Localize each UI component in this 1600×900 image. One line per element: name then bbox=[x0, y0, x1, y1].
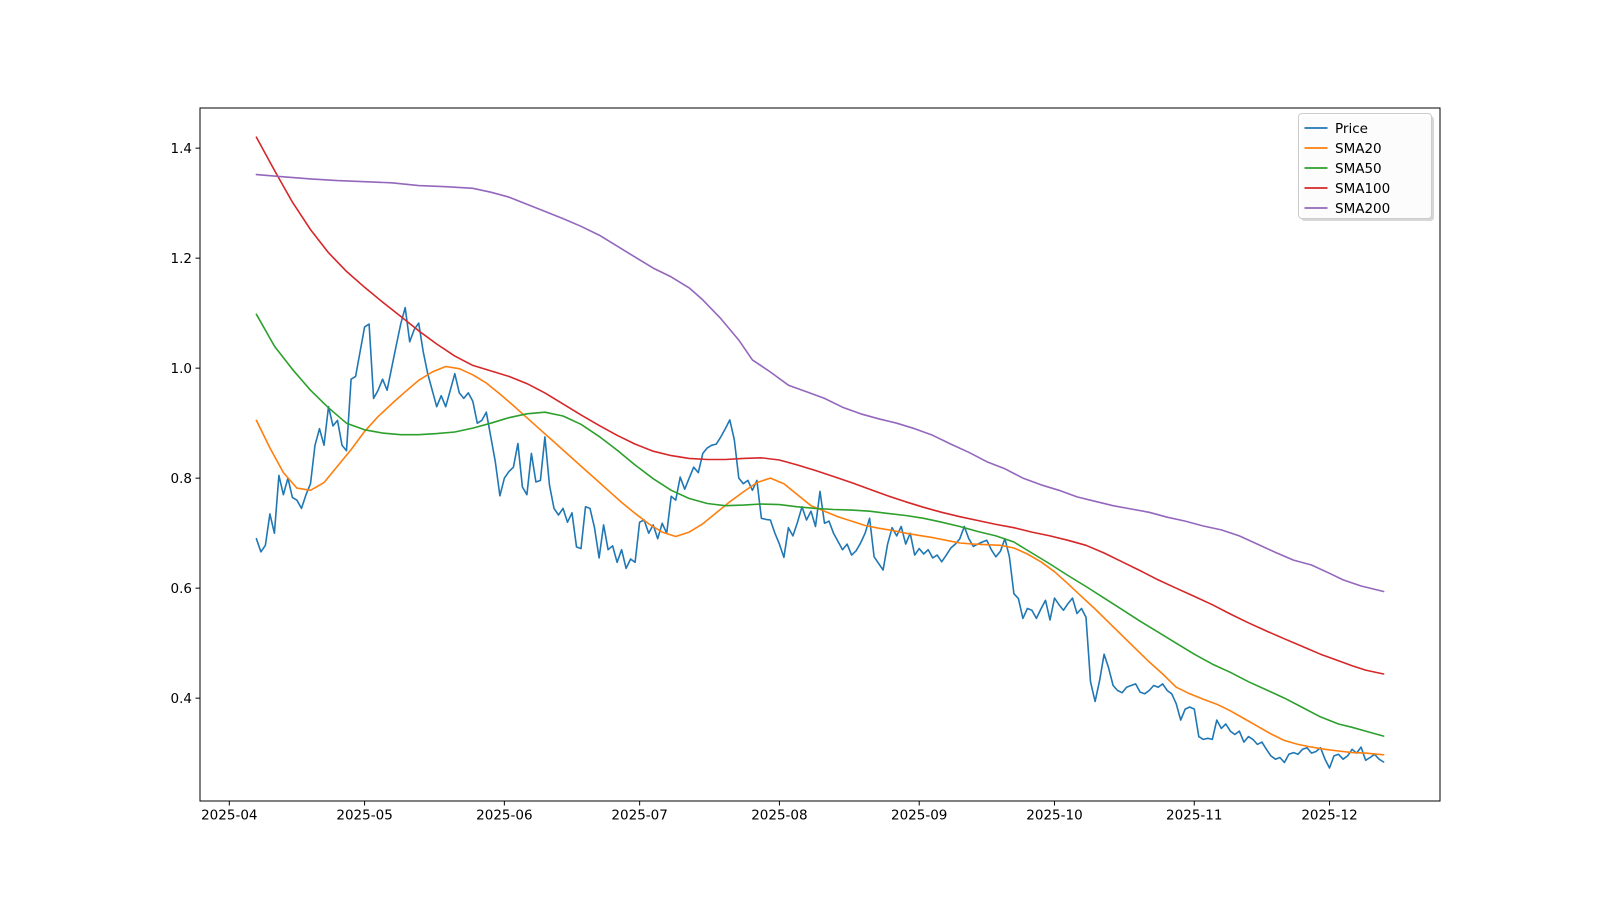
y-tick-label: 1.0 bbox=[171, 361, 192, 377]
y-tick-label: 0.4 bbox=[171, 691, 192, 707]
price-line bbox=[255, 306, 1385, 769]
x-tick-label: 2025-10 bbox=[1026, 808, 1082, 824]
legend-label-sma20: SMA20 bbox=[1335, 141, 1382, 157]
sma200-line bbox=[255, 173, 1385, 593]
x-tick-label: 2025-05 bbox=[336, 808, 392, 824]
x-tick-label: 2025-04 bbox=[201, 808, 257, 824]
legend-label-price: Price bbox=[1335, 121, 1368, 137]
legend-label-sma50: SMA50 bbox=[1335, 161, 1382, 177]
sma100-line bbox=[255, 136, 1385, 675]
y-tick-label: 1.4 bbox=[171, 141, 192, 157]
y-tick-label: 1.2 bbox=[171, 251, 192, 267]
x-tick-label: 2025-06 bbox=[476, 808, 532, 824]
x-tick-label: 2025-12 bbox=[1301, 808, 1357, 824]
y-tick-label: 0.6 bbox=[171, 581, 192, 597]
x-tick-label: 2025-07 bbox=[611, 808, 667, 824]
x-tick-label: 2025-09 bbox=[891, 808, 947, 824]
plot-frame bbox=[199, 107, 1441, 802]
legend-label-sma200: SMA200 bbox=[1335, 201, 1390, 217]
legend-label-sma100: SMA100 bbox=[1335, 181, 1390, 197]
sma50-line bbox=[255, 313, 1385, 737]
x-tick-label: 2025-08 bbox=[751, 808, 807, 824]
y-tick-label: 0.8 bbox=[171, 471, 192, 487]
legend-box bbox=[1298, 113, 1432, 219]
x-tick-label: 2025-11 bbox=[1166, 808, 1222, 824]
